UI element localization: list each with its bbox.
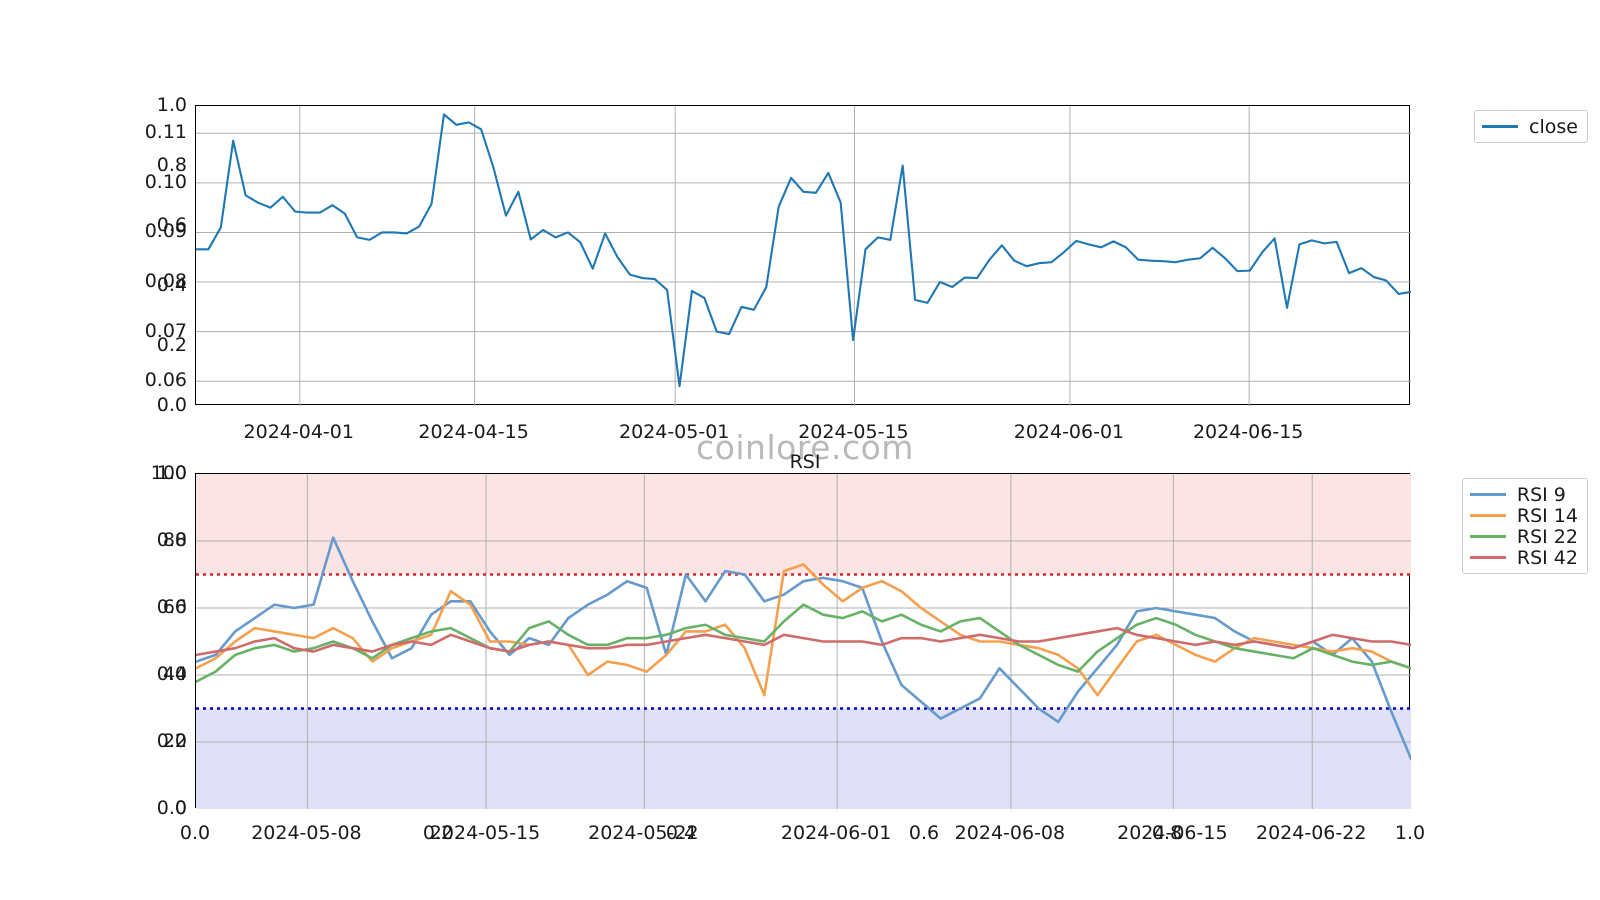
price-y-tick-label: 0.10 [144, 170, 187, 193]
rsi-secondary-x-tick-label: 0.8 [1151, 822, 1183, 844]
rsi-secondary-y-tick-label: 0.8 [156, 529, 187, 551]
rsi-secondary-x-tick-label: 0.4 [665, 822, 697, 844]
rsi-secondary-x-tick-label: 1.0 [1394, 822, 1426, 844]
rsi-secondary-y-tick-label: 0.2 [156, 730, 187, 752]
rsi-x-tick-label: 2024-06-22 [1256, 822, 1367, 844]
price-x-tick-label: 2024-06-15 [1192, 421, 1304, 443]
legend-label: RSI 22 [1516, 525, 1578, 548]
rsi-x-tick-label: 2024-06-15 [1117, 822, 1228, 844]
rsi-line-svg [196, 474, 1411, 809]
rsi-x-tick-label: 2024-05-22 [588, 822, 699, 844]
price-x-tick-label: 2024-06-01 [1013, 421, 1125, 443]
price-y-tick-label: 0.07 [144, 319, 187, 342]
price-x-tick-label: 2024-04-15 [418, 421, 529, 443]
price-x-tick-label: 2024-05-15 [798, 421, 909, 443]
legend-color-swatch [1469, 535, 1506, 538]
rsi-y-tick-label: 0 [174, 797, 187, 819]
legend-label: RSI 9 [1516, 483, 1566, 506]
price-x-tick-label: 2024-04-01 [243, 421, 354, 443]
rsi-chart-title: RSI [789, 451, 821, 473]
rsi-y-tick-label: 20 [162, 730, 187, 752]
price-secondary-y-tick-label: 0.0 [156, 394, 187, 416]
legend-item[interactable]: RSI 14 [1469, 504, 1578, 527]
rsi-y-tick-label: 80 [162, 529, 187, 551]
rsi-secondary-x-tick-label: 0.2 [422, 822, 454, 844]
rsi-secondary-x-tick-label: 0.0 [179, 822, 211, 844]
legend-color-swatch [1469, 514, 1506, 517]
price-plot-area [195, 105, 1411, 406]
rsi-secondary-y-tick-label: 0.6 [156, 596, 187, 618]
legend-color-swatch [1482, 125, 1519, 128]
price-secondary-y-tick-label: 0.8 [156, 154, 187, 176]
rsi-x-tick-label: 2024-05-08 [251, 822, 362, 844]
rsi-panel: RSI 0 20 40 60 80 100 0.0 0.2 0.4 0.6 0.8 1.0 2024… [0, 420, 1600, 900]
price-x-tick-label: 2024-05-01 [618, 421, 730, 443]
price-y-tick-label: 0.06 [144, 369, 187, 392]
legend-label: close [1529, 115, 1578, 138]
price-legend[interactable]: close [1474, 110, 1588, 143]
rsi-y-tick-label: 100 [150, 462, 187, 484]
price-line-svg [196, 106, 1411, 406]
price-panel: 0.06 0.07 0.08 0.09 0.10 0.11 0.0 0.2 0.4 0.6 0.8… [0, 0, 1600, 443]
price-secondary-y-tick-label: 1.0 [156, 94, 187, 116]
price-y-tick-label: 0.11 [144, 121, 187, 144]
legend-color-swatch [1469, 493, 1506, 496]
price-y-tick-label: 0.08 [144, 270, 187, 293]
rsi-y-tick-label: 40 [162, 663, 187, 685]
rsi-plot-area [195, 473, 1411, 809]
legend-item[interactable]: close [1482, 115, 1578, 138]
rsi-secondary-y-tick-label: 1.0 [156, 462, 187, 484]
rsi-x-tick-label: 2024-06-01 [780, 822, 892, 844]
price-secondary-y-tick-label: 0.4 [156, 274, 187, 296]
legend-label: RSI 14 [1516, 504, 1578, 527]
legend-item[interactable]: RSI 42 [1469, 546, 1578, 569]
legend-color-swatch [1469, 556, 1506, 559]
rsi-secondary-x-tick-label: 0.6 [908, 822, 940, 844]
rsi-legend[interactable]: RSI 9 RSI 14 RSI 22 RSI 42 [1461, 478, 1588, 574]
watermark-coinlore: coinlore.com [696, 428, 914, 467]
price-y-tick-label: 0.09 [144, 220, 187, 243]
legend-label: RSI 42 [1516, 546, 1578, 569]
price-secondary-y-tick-label: 0.6 [156, 214, 187, 236]
legend-item[interactable]: RSI 22 [1469, 525, 1578, 548]
legend-item[interactable]: RSI 9 [1469, 483, 1578, 506]
rsi-x-tick-label: 2024-05-15 [429, 822, 541, 844]
rsi-y-tick-label: 60 [162, 596, 187, 618]
rsi-secondary-y-tick-label: 0.4 [156, 663, 187, 685]
price-secondary-y-tick-label: 0.2 [156, 334, 187, 356]
rsi-x-tick-label: 2024-06-08 [954, 822, 1066, 844]
rsi-secondary-y-tick-label: 0.0 [156, 797, 187, 819]
